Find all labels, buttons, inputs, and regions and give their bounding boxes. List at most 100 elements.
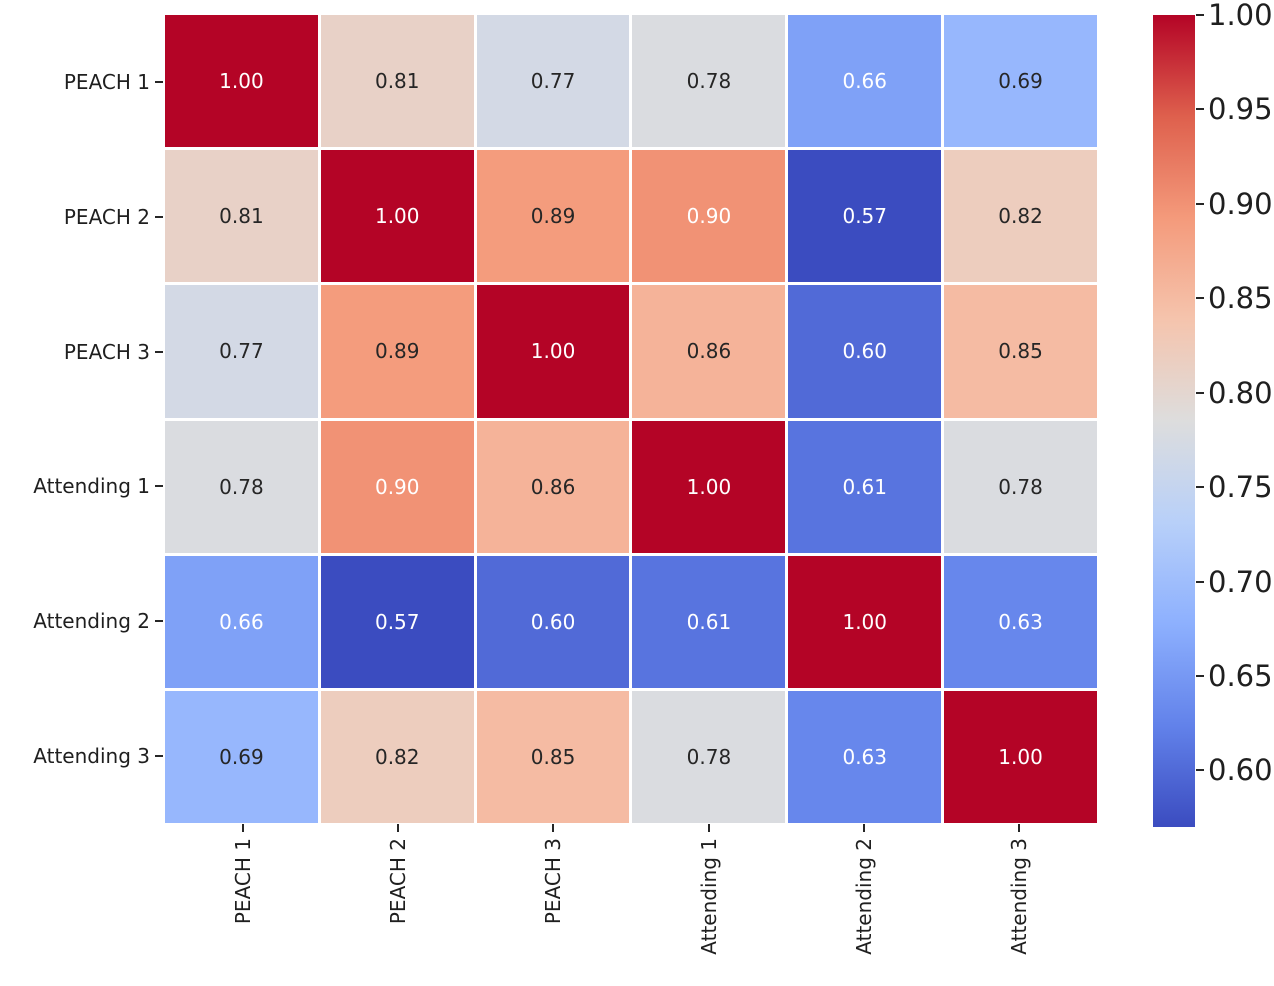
colorbar-tick-mark <box>1196 580 1204 583</box>
y-tick-mark <box>155 81 163 84</box>
cell-value: 0.78 <box>686 69 732 94</box>
colorbar-tick-label: 0.95 <box>1208 92 1273 127</box>
y-tick-label: PEACH 3 <box>63 339 150 364</box>
cell-value: 0.61 <box>842 474 887 499</box>
cell-value: 1.00 <box>374 204 420 229</box>
heatmap-cell: 0.86 <box>476 420 630 553</box>
colorbar-tick-mark <box>1196 486 1204 489</box>
cell-value: 0.81 <box>219 204 264 229</box>
x-tick-label: PEACH 3 <box>541 838 566 925</box>
cell-value: 0.69 <box>219 744 264 769</box>
heatmap-cell: 0.81 <box>165 150 318 283</box>
colorbar-tick-label: 0.80 <box>1208 375 1273 410</box>
heatmap-cell: 1.00 <box>788 555 942 688</box>
x-tick-label-slot: Attending 3 <box>942 838 1097 986</box>
heatmap-cell: 1.00 <box>632 420 786 553</box>
cell-value: 0.57 <box>374 609 420 634</box>
colorbar-tick-mark <box>1196 769 1204 772</box>
cell-value: 0.81 <box>374 69 420 94</box>
y-tick-label: PEACH 2 <box>63 204 150 229</box>
y-tick-label: Attending 2 <box>33 608 150 633</box>
y-tick-mark <box>155 620 163 622</box>
cell-value: 0.82 <box>374 744 420 769</box>
colorbar-tick-mark <box>1196 297 1204 300</box>
cell-value: 0.77 <box>530 69 576 94</box>
x-tick-label-slot: PEACH 2 <box>320 838 475 986</box>
heatmap-cell: 0.61 <box>788 420 942 553</box>
cell-value: 0.63 <box>998 609 1043 634</box>
cell-value: 0.90 <box>374 474 420 499</box>
heatmap-cell: 0.63 <box>788 690 942 823</box>
cell-value: 0.69 <box>998 69 1043 94</box>
heatmap-cell: 0.60 <box>788 285 942 418</box>
x-tick-label: Attending 1 <box>696 838 721 955</box>
heatmap-cell: 0.85 <box>944 285 1097 418</box>
heatmap-cell: 0.60 <box>476 555 630 688</box>
heatmap-cell: 0.57 <box>320 555 474 688</box>
colorbar-tick-label: 1.00 <box>1208 0 1273 32</box>
y-tick-mark <box>155 216 163 218</box>
cell-value: 0.66 <box>219 609 264 634</box>
y-tick-mark <box>155 754 163 757</box>
heatmap-cell: 0.78 <box>632 15 786 148</box>
cell-value: 1.00 <box>219 69 264 94</box>
cell-value: 1.00 <box>842 609 887 634</box>
heatmap-cell: 0.77 <box>165 285 318 418</box>
x-tick-label-slot: PEACH 1 <box>165 838 320 986</box>
cell-value: 0.78 <box>686 744 732 769</box>
heatmap-cell: 0.66 <box>788 15 942 148</box>
heatmap-cell: 1.00 <box>320 150 474 283</box>
x-tick-mark <box>863 824 865 832</box>
x-tick-mark <box>707 824 710 832</box>
cell-value: 0.63 <box>842 744 887 769</box>
colorbar-tick-mark <box>1196 14 1204 16</box>
colorbar-tick-label: 0.60 <box>1208 753 1273 788</box>
colorbar-tick-label: 0.85 <box>1208 281 1273 316</box>
cell-value: 1.00 <box>998 744 1043 769</box>
x-tick-label: PEACH 1 <box>230 838 255 925</box>
x-tick-mark <box>397 824 399 832</box>
y-tick-label: Attending 1 <box>33 474 150 499</box>
colorbar-tick-label: 0.70 <box>1208 564 1273 599</box>
heatmap-cell: 0.82 <box>320 690 474 823</box>
heatmap-cell: 0.57 <box>788 150 942 283</box>
x-tick-label-slot: PEACH 3 <box>476 838 631 986</box>
heatmap-cell: 0.90 <box>632 150 786 283</box>
cell-value: 0.90 <box>686 204 732 229</box>
heatmap-cell: 0.69 <box>944 15 1097 148</box>
cell-value: 0.66 <box>842 69 887 94</box>
heatmap-cell: 0.77 <box>476 15 630 148</box>
colorbar-tick-mark <box>1196 674 1204 677</box>
cell-value: 0.60 <box>530 609 576 634</box>
cell-value: 0.85 <box>998 339 1043 364</box>
colorbar-tick-mark <box>1196 108 1204 111</box>
heatmap-cell: 0.86 <box>632 285 786 418</box>
x-tick-mark <box>1018 824 1021 832</box>
heatmap-cell: 0.61 <box>632 555 786 688</box>
cell-value: 0.78 <box>219 474 264 499</box>
cell-value: 0.89 <box>374 339 420 364</box>
cell-value: 0.89 <box>530 204 576 229</box>
heatmap-cell: 0.82 <box>944 150 1097 283</box>
cell-value: 0.85 <box>530 744 576 769</box>
heatmap-cell: 0.78 <box>632 690 786 823</box>
cell-value: 0.61 <box>686 609 732 634</box>
cell-value: 0.57 <box>842 204 887 229</box>
heatmap-cell: 0.85 <box>476 690 630 823</box>
colorbar-tick-mark <box>1196 202 1204 205</box>
colorbar-tick-mark <box>1196 391 1204 394</box>
heatmap-cell: 0.81 <box>320 15 474 148</box>
heatmap-cell: 1.00 <box>944 690 1097 823</box>
heatmap-cell: 0.78 <box>944 420 1097 553</box>
x-tick-label: PEACH 2 <box>385 838 410 925</box>
cell-value: 1.00 <box>686 474 732 499</box>
cell-value: 0.86 <box>530 474 576 499</box>
heatmap-cell: 0.66 <box>165 555 318 688</box>
heatmap-cell: 0.69 <box>165 690 318 823</box>
cell-value: 0.77 <box>219 339 264 364</box>
colorbar-tick-label: 0.75 <box>1208 470 1273 505</box>
heatmap-grid: 1.00 0.81 0.77 0.78 0.66 0.69 0.81 1.00 0.89 0.90… <box>165 15 1097 823</box>
y-tick-mark <box>155 350 163 353</box>
cell-value: 0.60 <box>842 339 887 364</box>
